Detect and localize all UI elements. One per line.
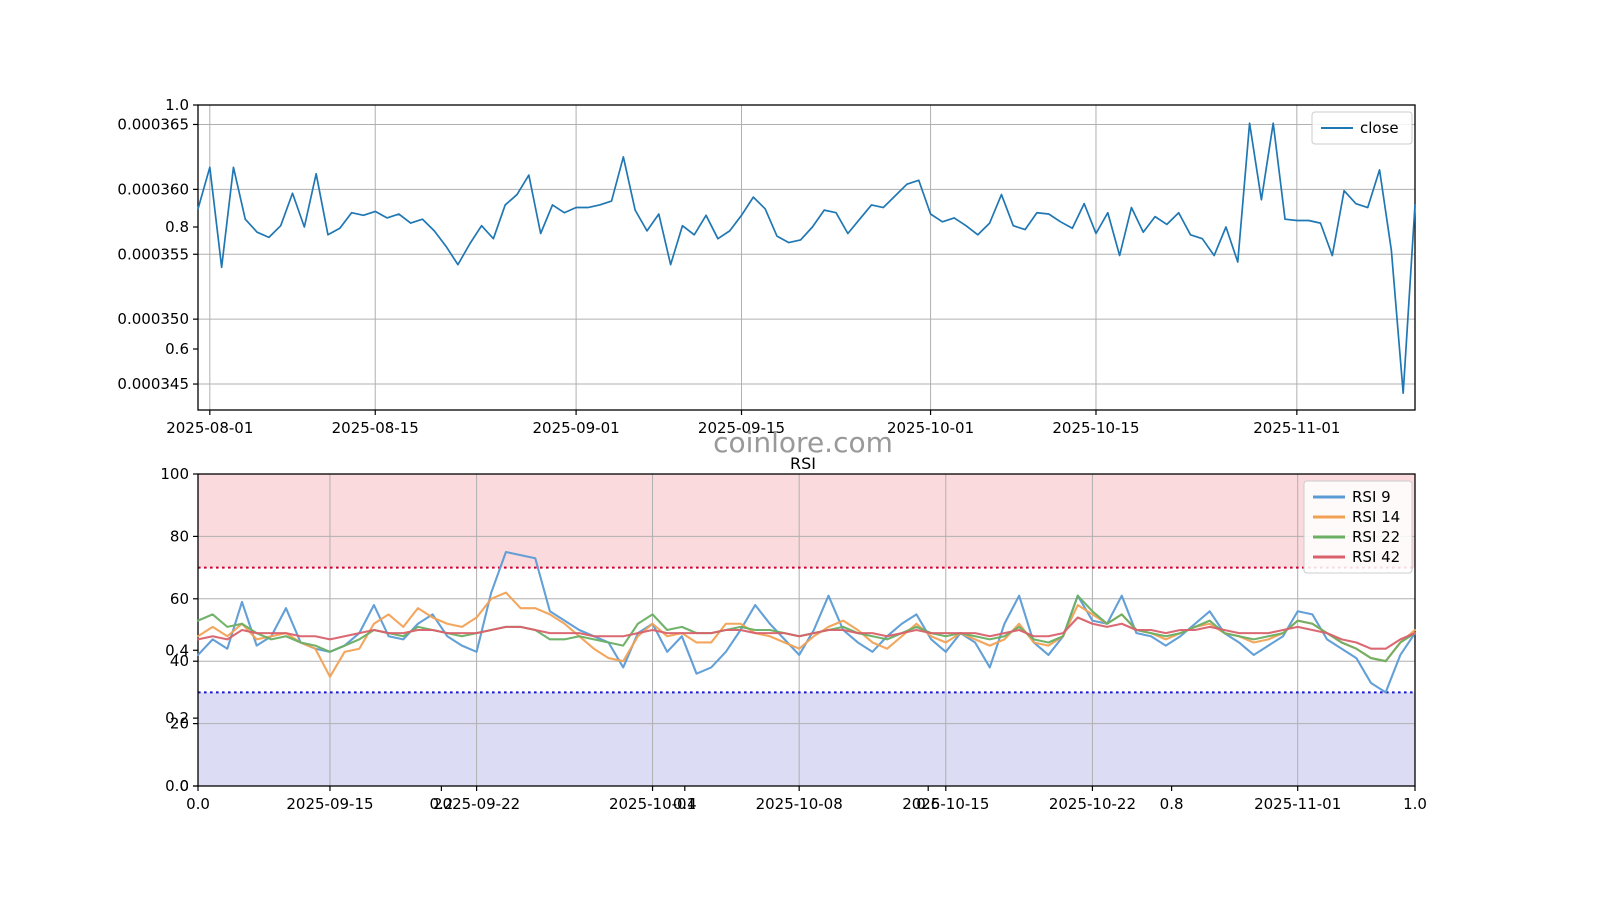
rsi-ytick-label: 80: [170, 527, 189, 545]
rsi-xtick-label: 2025-10-15: [902, 795, 989, 813]
rsi-legend-label-rsi-14: RSI 14: [1352, 508, 1400, 526]
rsi-chart-panel: 0 20 40 60 80 100 0.0 0.2 0.4 2025-09-15 2025-09-2…: [160, 465, 1427, 813]
rsi-legend-label-rsi-22: RSI 22: [1352, 528, 1400, 546]
price-xtick-label: 2025-09-01: [533, 419, 620, 437]
rsi-ytick-secondary-label: 0.2: [165, 709, 189, 727]
rsi-band-dcdcf5: [198, 692, 1415, 786]
rsi-xtick-label: 2025-09-22: [433, 795, 520, 813]
rsi-legend-label-rsi-9: RSI 9: [1352, 488, 1391, 506]
price-ytick-label: 0.000355: [117, 245, 189, 263]
price-chart-panel: 0.000345 0.000350 0.000355 0.000360 0.000365…: [117, 96, 1416, 437]
rsi-series-rsi-42: [196, 616, 1417, 650]
price-xtick-label: 2025-11-01: [1253, 419, 1340, 437]
price-ytick-label: 0.000365: [117, 115, 189, 133]
rsi-ytick-label: 100: [160, 465, 189, 483]
price-xtick-label: 2025-09-15: [698, 419, 785, 437]
price-ytick-secondary-label: 0.8: [165, 218, 189, 236]
price-series-close: [197, 122, 1416, 394]
rsi-ytick-secondary-label: 0.0: [165, 777, 189, 795]
price-ytick-label: 0.000345: [117, 375, 189, 393]
rsi-series-rsi-14: [196, 591, 1417, 678]
rsi-xtick-secondary-label: 0.2: [429, 795, 453, 813]
rsi-legend-label-rsi-42: RSI 42: [1352, 548, 1400, 566]
price-ytick-secondary-label: 0.6: [165, 340, 189, 358]
price-xtick-label: 2025-10-01: [887, 419, 974, 437]
rsi-xtick-secondary-label: 0.8: [1160, 795, 1184, 813]
rsi-ytick-label: 0: [179, 777, 189, 795]
watermark-text: coinlore.com: [713, 426, 893, 459]
rsi-xtick-secondary-label: 1.0: [1403, 795, 1427, 813]
price-ytick-label: 0.000360: [117, 180, 189, 198]
rsi-xtick-label: 2025-09-15: [286, 795, 373, 813]
rsi-xtick-label: 2025-10-08: [756, 795, 843, 813]
price-ytick-label: 0.000350: [117, 310, 189, 328]
rsi-xtick-secondary-label: 0.6: [916, 795, 940, 813]
price-legend-label-close: close: [1360, 119, 1399, 137]
rsi-band-fadadd: [198, 474, 1415, 568]
price-legend-box: [1311, 111, 1413, 145]
rsi-xtick-label: 2025-10-01: [609, 795, 696, 813]
price-xtick-label: 2025-08-15: [332, 419, 419, 437]
rsi-xtick-label: 2025-10-22: [1049, 795, 1136, 813]
rsi-ytick-secondary-label: 0.4: [165, 641, 189, 659]
rsi-ytick-label: 40: [170, 652, 189, 670]
rsi-ytick-label: 20: [170, 715, 189, 733]
rsi-legend-box: [1303, 480, 1413, 574]
price-xtick-label: 2025-08-01: [166, 419, 253, 437]
price-xtick-label: 2025-10-15: [1052, 419, 1139, 437]
rsi-ytick-label: 60: [170, 590, 189, 608]
price-ytick-secondary-label: 1.0: [165, 96, 189, 114]
price-axes-frame: [197, 104, 1416, 411]
rsi-chart-title: RSI: [790, 454, 816, 473]
rsi-xtick-label: 2025-11-01: [1254, 795, 1341, 813]
rsi-xtick-secondary-label: 0.0: [186, 795, 210, 813]
rsi-xtick-secondary-label: 0.4: [673, 795, 697, 813]
